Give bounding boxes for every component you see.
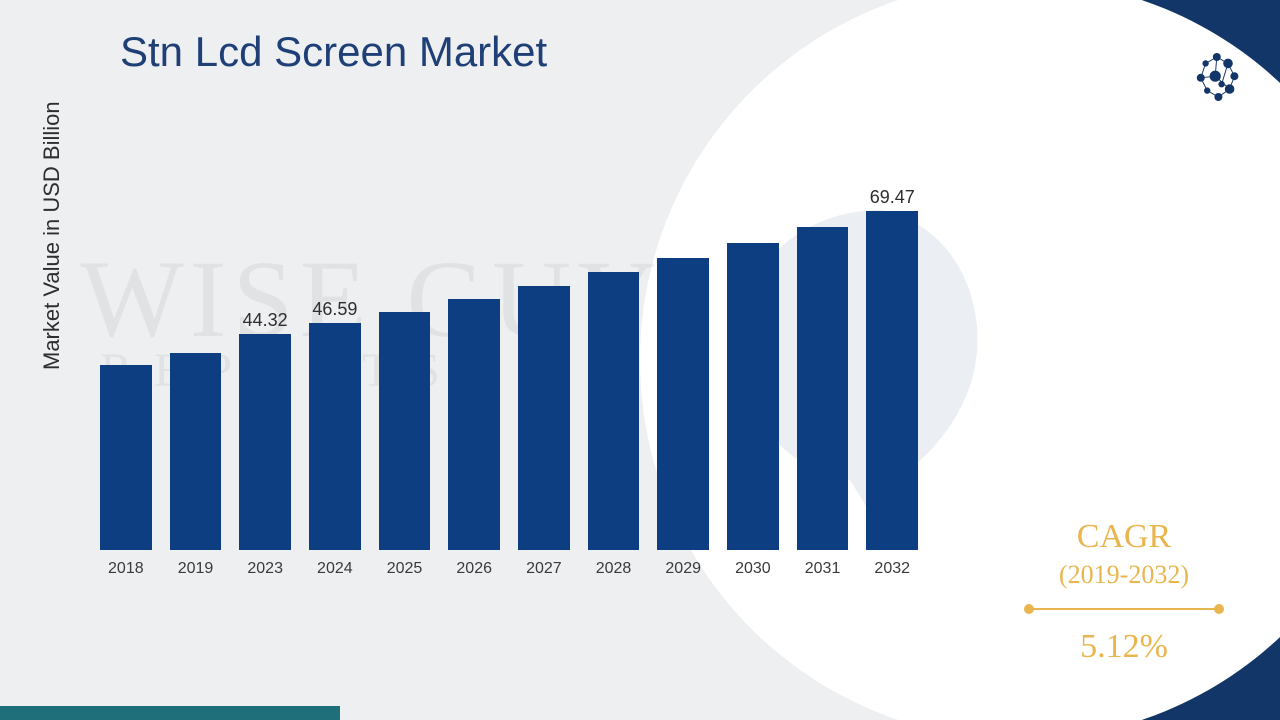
chart: Market Value in USD Billion 44.3246.5969… [52,160,922,580]
bar-value-label: 46.59 [312,299,357,320]
bar-column [657,258,709,550]
bar [588,272,640,550]
brand-logo: WISE GUY R E P O R T S [1006,22,1252,86]
bars-container: 44.32 46.59 69.47 [96,160,922,550]
x-tick-label: 2027 [518,554,570,580]
bar-column [100,365,152,550]
bar: 44.32 [239,334,291,550]
x-tick-label: 2031 [797,554,849,580]
x-tick-label: 2028 [588,554,640,580]
x-tick-label: 2019 [170,554,222,580]
y-axis-label: Market Value in USD Billion [39,101,65,370]
cagr-divider [1029,608,1219,610]
bar-column: 46.59 [309,323,361,550]
bar [448,299,500,550]
bottom-left-strip [0,706,340,720]
bar-column [518,286,570,550]
bar-value-label: 44.32 [243,310,288,331]
x-tick-label: 2023 [239,554,291,580]
bar [170,353,222,550]
bar-column [379,312,431,550]
x-tick-label: 2025 [379,554,431,580]
cagr-box: CAGR (2019-2032) 5.12% [1004,518,1244,666]
cagr-label: CAGR [1004,518,1244,556]
bar-column [170,353,222,550]
bar [657,258,709,550]
bar [100,365,152,550]
page-title: Stn Lcd Screen Market [120,28,547,76]
bar [518,286,570,550]
bar-column [727,243,779,550]
x-tick-label: 2032 [866,554,918,580]
bar-column [797,227,849,550]
bar-column: 44.32 [239,334,291,550]
plot-area: 44.32 46.59 69.47 [96,160,922,550]
x-tick-label: 2029 [657,554,709,580]
bar-value-label: 69.47 [870,187,915,208]
bar: 46.59 [309,323,361,550]
cagr-period: (2019-2032) [1004,560,1244,590]
bar [727,243,779,550]
bar-column [588,272,640,550]
bar [379,312,431,550]
x-tick-label: 2018 [100,554,152,580]
x-tick-label: 2030 [727,554,779,580]
logo-head-icon [1172,40,1252,130]
frame: WISE GUY REPORTS Stn Lcd Screen Market W… [0,0,1280,720]
cagr-value: 5.12% [1004,628,1244,666]
bar-column [448,299,500,550]
bar-column: 69.47 [866,211,918,550]
bar [797,227,849,550]
x-tick-label: 2026 [448,554,500,580]
bar: 69.47 [866,211,918,550]
x-tick-label: 2024 [309,554,361,580]
x-axis-labels: 2018 2019 2023 2024 2025 2026 2027 2028 2029 2030… [96,554,922,580]
